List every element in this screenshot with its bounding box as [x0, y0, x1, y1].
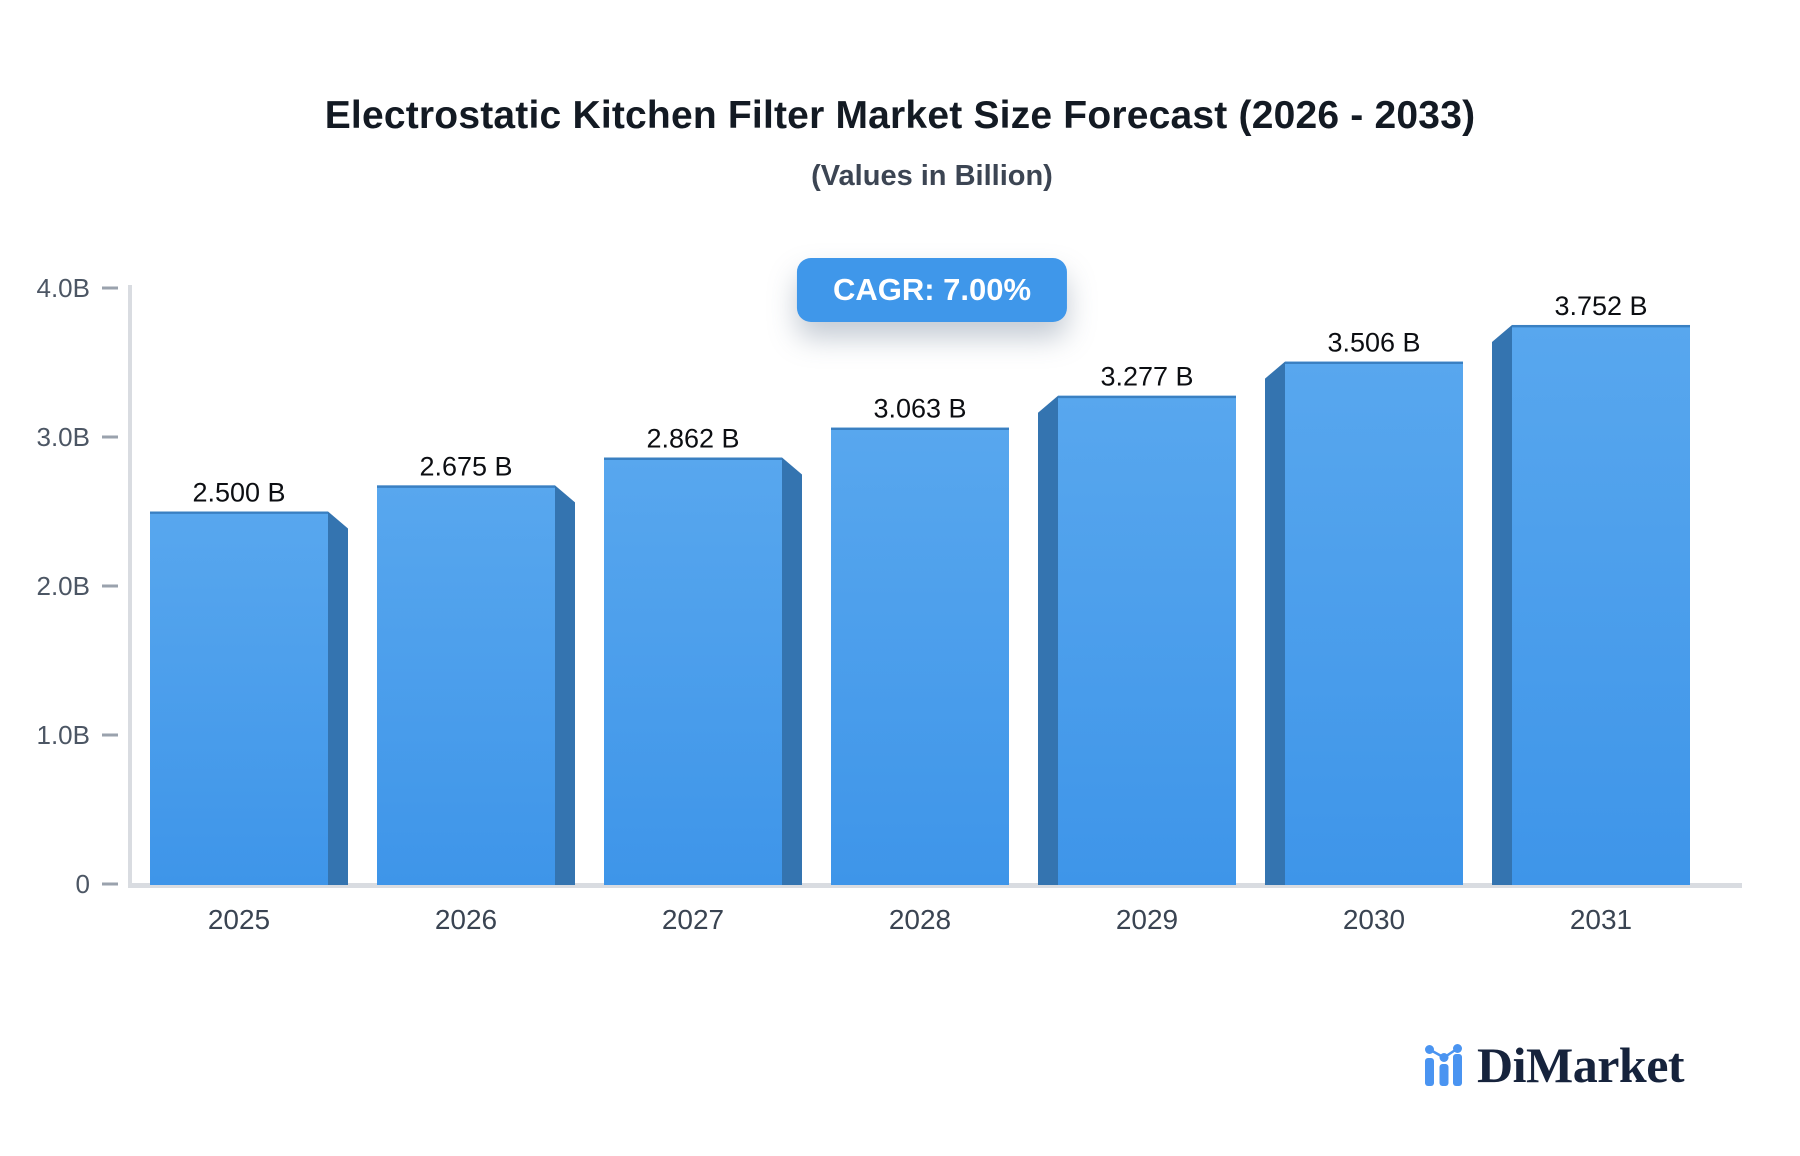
bar-value-label: 2.862 B: [646, 424, 739, 454]
bar-line-chart-icon: [1425, 1044, 1462, 1086]
cagr-badge: CAGR: 7.00%: [796, 258, 1068, 322]
bar-side-face: [782, 457, 802, 885]
bar-face: [377, 485, 555, 885]
y-axis-tick-label: 2.0B: [37, 571, 91, 601]
bar-value-label: 3.752 B: [1554, 291, 1647, 321]
bar-face: [1058, 395, 1236, 885]
bar-face: [1512, 324, 1690, 885]
brand-logo: DiMarket: [1424, 1037, 1685, 1093]
bar-side-face: [555, 485, 575, 885]
bar-side-face: [1265, 361, 1285, 886]
x-axis-category-label: 2026: [435, 904, 497, 935]
bar-2027: 2.862 B 2027: [604, 424, 802, 935]
x-axis-category-label: 2029: [1116, 904, 1178, 935]
bar-2031: 3.752 B 2031: [1492, 291, 1690, 935]
bar-side-face: [1492, 324, 1512, 885]
bar-value-label: 2.675 B: [419, 451, 512, 481]
bar-value-label: 2.500 B: [192, 478, 285, 508]
x-axis-category-label: 2025: [208, 904, 270, 935]
x-axis-line: [128, 883, 1742, 888]
chart-subtitle: (Values in Billion): [811, 160, 1053, 192]
y-axis-tick-label: 0: [76, 869, 90, 899]
x-axis-category-label: 2027: [662, 904, 724, 935]
chart-title: Electrostatic Kitchen Filter Market Size…: [324, 94, 1476, 137]
x-axis-category-label: 2028: [889, 904, 951, 935]
bar-side-face: [328, 511, 348, 885]
x-axis-category-label: 2031: [1570, 904, 1632, 935]
bar-face: [1285, 361, 1463, 886]
y-axis-line: [128, 285, 132, 888]
bar-2026: 2.675 B 2026: [377, 451, 575, 935]
bar-side-face: [1038, 395, 1058, 885]
bar-value-label: 3.063 B: [873, 394, 966, 424]
bar-face: [831, 427, 1009, 885]
bar-2029: 3.277 B 2029: [1038, 362, 1236, 935]
bar-2028: 3.063 B 2028: [831, 394, 1009, 935]
y-axis-tick-label: 1.0B: [37, 720, 91, 750]
x-axis-category-label: 2030: [1343, 904, 1405, 935]
brand-name: DiMarket: [1477, 1037, 1685, 1093]
y-axis-tick-label: 3.0B: [37, 422, 91, 452]
bar-value-label: 3.506 B: [1327, 328, 1420, 358]
y-axis-tick-label: 4.0B: [37, 273, 91, 303]
bar-value-label: 3.277 B: [1100, 362, 1193, 392]
bar-2030: 3.506 B 2030: [1265, 328, 1463, 935]
bar-face: [604, 457, 782, 885]
bar-2025: 2.500 B 2025: [150, 478, 348, 935]
bar-face: [150, 511, 328, 885]
